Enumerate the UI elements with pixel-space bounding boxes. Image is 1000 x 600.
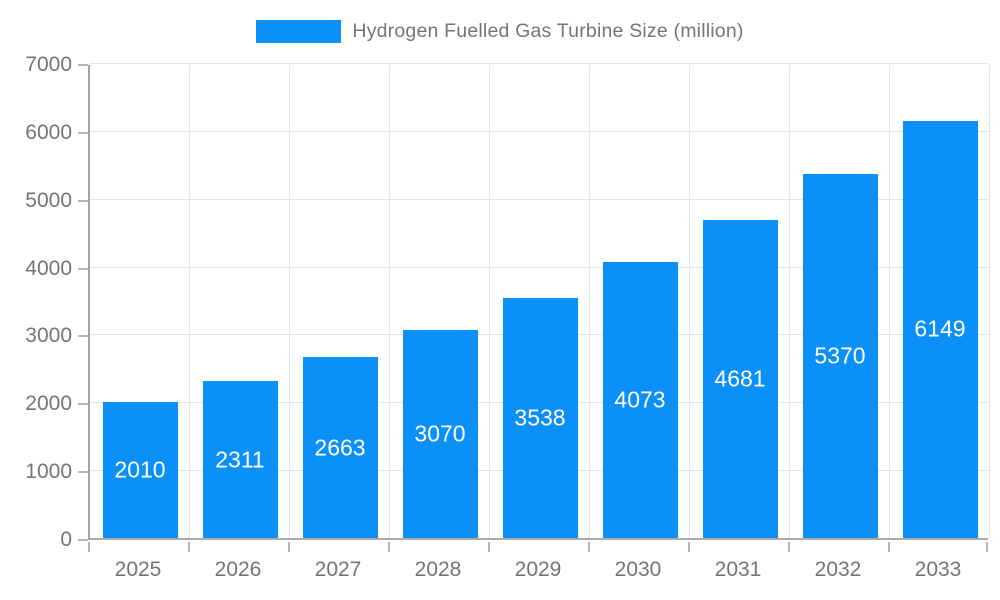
gridline-horizontal (90, 266, 988, 268)
y-axis-tick (78, 131, 88, 134)
x-axis-tick (488, 542, 490, 552)
bar-2025[interactable]: 2010 (102, 401, 178, 538)
y-axis-label: 3000 (25, 324, 72, 348)
bar-2030[interactable]: 4073 (602, 261, 678, 538)
x-axis-label: 2031 (714, 558, 762, 581)
bar-2026[interactable]: 2311 (202, 381, 278, 538)
x-axis-tick (888, 542, 890, 552)
x-axis-label: 2032 (814, 558, 862, 581)
x-axis-label: 2029 (514, 558, 562, 581)
gridline-vertical (689, 65, 690, 538)
x-axis-tick (388, 542, 390, 552)
bar-value-label: 3070 (414, 420, 466, 447)
x-axis-label: 2030 (614, 558, 662, 581)
bar-2029[interactable]: 3538 (502, 297, 578, 538)
y-axis-tick (78, 471, 88, 474)
bar-2028[interactable]: 3070 (402, 329, 478, 538)
gridline-vertical (989, 65, 990, 538)
y-axis-label: 1000 (25, 460, 72, 484)
y-axis-tick (78, 335, 88, 338)
bar-value-label: 3538 (514, 404, 566, 431)
x-axis-label: 2033 (914, 558, 962, 581)
legend[interactable]: Hydrogen Fuelled Gas Turbine Size (milli… (0, 20, 1000, 43)
bar-2033[interactable]: 6149 (902, 120, 978, 538)
y-axis-tick (78, 64, 88, 66)
y-axis-label: 7000 (25, 53, 72, 76)
x-axis-label: 2025 (114, 558, 162, 581)
x-axis-label: 2028 (414, 558, 462, 581)
x-axis-tick (986, 542, 988, 552)
legend-swatch-icon (256, 20, 342, 43)
x-axis-label: 2027 (314, 558, 362, 581)
y-axis-tick (78, 403, 88, 406)
bar-value-label: 2663 (314, 434, 366, 461)
bar-2027[interactable]: 2663 (302, 357, 378, 538)
y-axis-label: 0 (60, 528, 72, 551)
y-axis-tick (78, 199, 88, 202)
plot-area: 2010 2311 2663 3070 3538 4073 4681 5370 6149 (88, 63, 990, 540)
gridline-vertical (489, 65, 490, 538)
x-axis-tick (288, 542, 290, 552)
gridline-horizontal (90, 63, 988, 64)
bar-value-label: 2010 (114, 456, 166, 483)
gridline-vertical (789, 65, 790, 538)
y-axis-label: 6000 (25, 120, 72, 144)
bar-value-label: 2311 (215, 446, 265, 473)
bar-2031[interactable]: 4681 (702, 220, 778, 538)
x-axis-tick (788, 542, 790, 552)
x-axis-tick (188, 542, 190, 552)
x-axis-tick (88, 542, 90, 552)
x-axis-tick (688, 542, 690, 552)
gridline-vertical (289, 65, 290, 538)
x-axis-tick (588, 542, 590, 552)
bar-2032[interactable]: 5370 (802, 173, 878, 538)
gridline-horizontal (90, 198, 988, 200)
gridline-horizontal (90, 130, 988, 132)
bar-value-label: 4073 (614, 386, 666, 413)
gridline-vertical (189, 65, 190, 538)
y-axis-label: 2000 (25, 392, 72, 416)
bar-value-label: 4681 (714, 365, 766, 392)
bar-value-label: 6149 (914, 315, 966, 342)
bar-value-label: 5370 (814, 342, 866, 369)
gridline-vertical (589, 65, 590, 538)
y-axis-tick (78, 539, 88, 541)
y-axis-label: 5000 (25, 188, 72, 212)
gridline-vertical (889, 65, 890, 538)
legend-label: Hydrogen Fuelled Gas Turbine Size (milli… (352, 20, 744, 42)
gridline-vertical (389, 65, 390, 538)
y-axis-label: 4000 (25, 256, 72, 280)
y-axis-tick (78, 267, 88, 270)
x-axis-label: 2026 (214, 558, 262, 581)
